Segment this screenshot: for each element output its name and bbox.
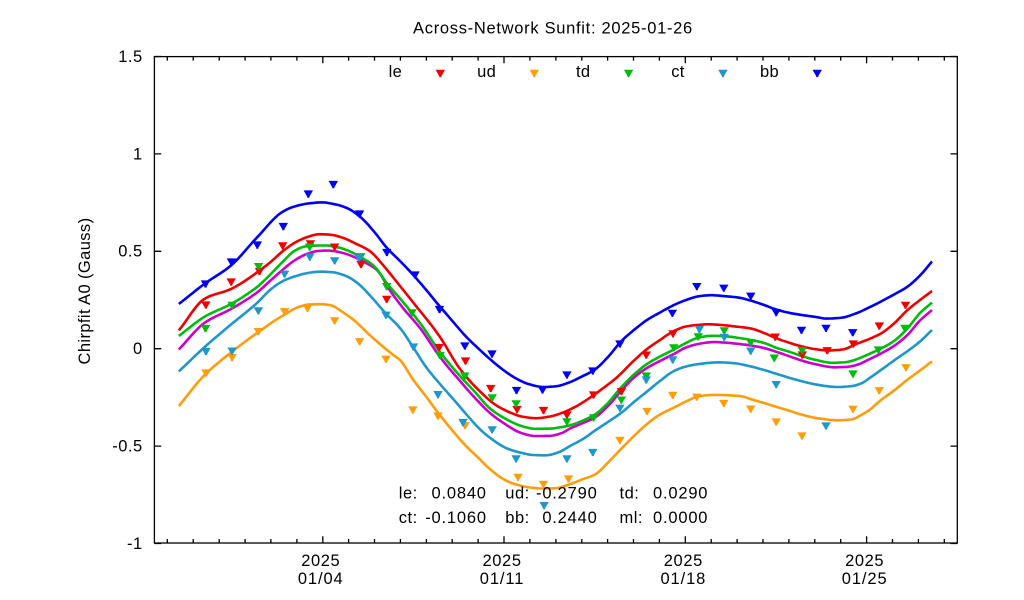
svg-text:ct:: ct: <box>399 509 418 527</box>
svg-text:Chirpfit A0 (Gauss): Chirpfit A0 (Gauss) <box>76 218 94 365</box>
svg-text:2025: 2025 <box>482 552 521 570</box>
svg-text:2025: 2025 <box>664 552 703 570</box>
svg-text:-1: -1 <box>127 535 143 553</box>
svg-text:-0.5: -0.5 <box>112 438 142 456</box>
svg-text:bb:: bb: <box>505 509 529 527</box>
svg-text:ud: ud <box>477 63 496 81</box>
svg-text:1.5: 1.5 <box>118 48 142 66</box>
svg-text:bb: bb <box>760 63 779 81</box>
svg-text:0.0840: 0.0840 <box>432 485 487 503</box>
svg-text:0: 0 <box>133 340 143 358</box>
svg-text:01/25: 01/25 <box>842 570 888 588</box>
svg-text:01/11: 01/11 <box>480 570 525 588</box>
svg-text:-0.2790: -0.2790 <box>536 485 598 503</box>
svg-text:le:: le: <box>399 485 418 503</box>
svg-text:2025: 2025 <box>845 552 884 570</box>
svg-text:le: le <box>389 63 402 81</box>
svg-text:-0.1060: -0.1060 <box>425 509 487 527</box>
svg-text:ct: ct <box>671 63 685 81</box>
svg-text:2025: 2025 <box>301 552 340 570</box>
svg-text:0.0290: 0.0290 <box>653 485 708 503</box>
svg-text:ml:: ml: <box>620 509 644 527</box>
svg-text:td: td <box>576 63 590 81</box>
svg-text:0.0000: 0.0000 <box>653 509 708 527</box>
svg-text:td:: td: <box>620 485 640 503</box>
svg-text:ud:: ud: <box>505 485 529 503</box>
svg-text:01/04: 01/04 <box>298 570 344 588</box>
svg-text:Across-Network Sunfit: 2025-01: Across-Network Sunfit: 2025-01-26 <box>413 20 693 38</box>
svg-text:01/18: 01/18 <box>660 570 706 588</box>
svg-text:0.2440: 0.2440 <box>542 509 597 527</box>
svg-text:1: 1 <box>133 145 143 163</box>
svg-text:0.5: 0.5 <box>118 243 142 261</box>
